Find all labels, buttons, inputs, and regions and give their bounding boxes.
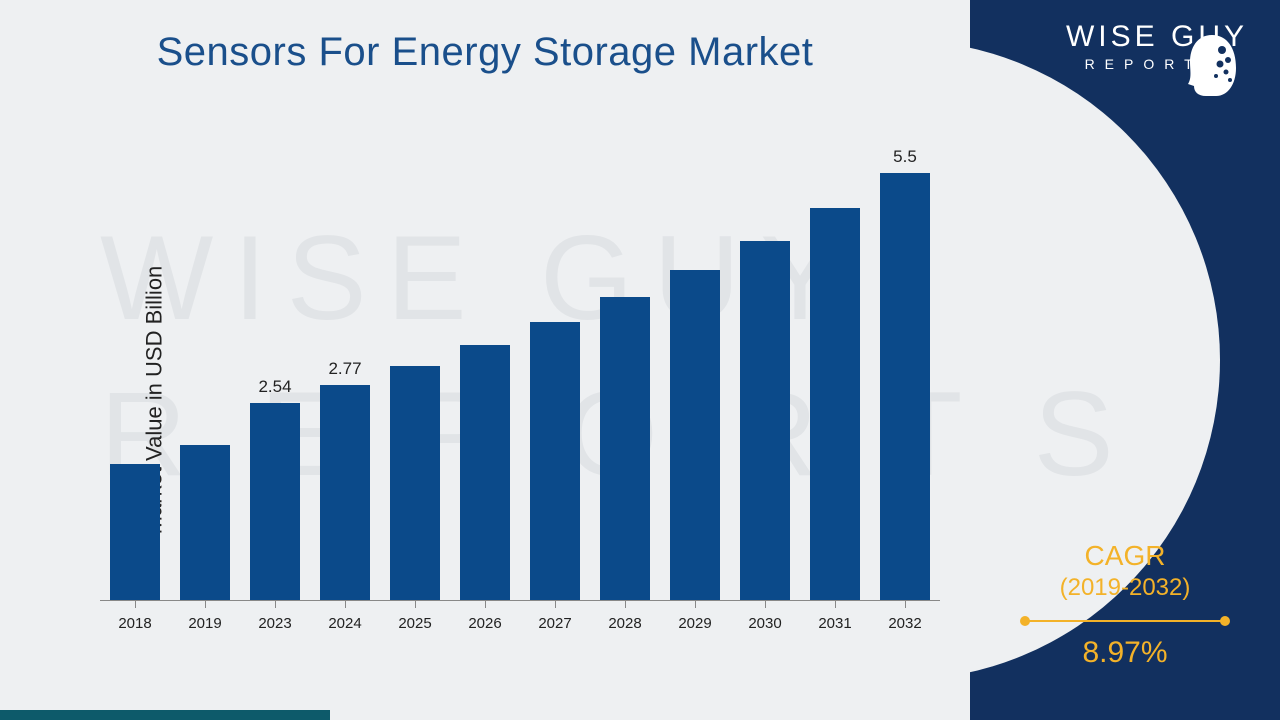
bar [670, 270, 720, 600]
bar [110, 464, 160, 600]
brand-logo: WISE GUY REPORTS [1066, 22, 1248, 72]
x-tick-label: 2028 [590, 601, 660, 640]
x-tick-label: 2032 [870, 601, 940, 640]
cagr-title: CAGR [1000, 540, 1250, 572]
cagr-block: CAGR (2019-2032) 8.97% [1000, 540, 1250, 670]
chart-area: Market Value in USD Billion 2.542.775.5 … [60, 150, 940, 650]
bar [530, 322, 580, 600]
cagr-divider [1025, 620, 1225, 622]
x-tick-label: 2023 [240, 601, 310, 640]
x-tick-label: 2030 [730, 601, 800, 640]
cagr-range: (2019-2032) [1000, 574, 1250, 602]
main-panel: Sensors For Energy Storage Market Market… [0, 0, 970, 720]
bar-group: 2.54 [240, 403, 310, 600]
x-tick-label: 2027 [520, 601, 590, 640]
bar-group [100, 464, 170, 600]
bar-value-label: 2.54 [258, 377, 291, 397]
bar [180, 445, 230, 600]
x-tick-label: 2029 [660, 601, 730, 640]
bar-plot: 2.542.775.5 [100, 150, 940, 600]
x-axis: 2018201920232024202520262027202820292030… [100, 600, 940, 640]
x-tick-label: 2019 [170, 601, 240, 640]
chart-title: Sensors For Energy Storage Market [0, 30, 970, 75]
cagr-value: 8.97% [1000, 636, 1250, 670]
bar [460, 345, 510, 600]
bottom-accent-bar [0, 710, 330, 720]
bar-group [450, 345, 520, 600]
bar-group: 2.77 [310, 385, 380, 600]
x-tick-label: 2025 [380, 601, 450, 640]
bar-value-label: 2.77 [328, 359, 361, 379]
bar [320, 385, 370, 600]
bar-group [730, 241, 800, 600]
x-tick-label: 2026 [450, 601, 520, 640]
bar-group [660, 270, 730, 600]
bar-group: 5.5 [870, 173, 940, 600]
bar-group [800, 208, 870, 600]
x-tick-label: 2031 [800, 601, 870, 640]
bar-value-label: 5.5 [893, 147, 917, 167]
bar [390, 366, 440, 600]
bar [740, 241, 790, 600]
x-tick-label: 2024 [310, 601, 380, 640]
bar [880, 173, 930, 600]
bar-group [170, 445, 240, 600]
bar-group [590, 297, 660, 600]
bar [250, 403, 300, 600]
head-icon [1182, 30, 1242, 100]
bar [600, 297, 650, 600]
bar-group [380, 366, 450, 600]
bar [810, 208, 860, 600]
bar-group [520, 322, 590, 600]
x-tick-label: 2018 [100, 601, 170, 640]
